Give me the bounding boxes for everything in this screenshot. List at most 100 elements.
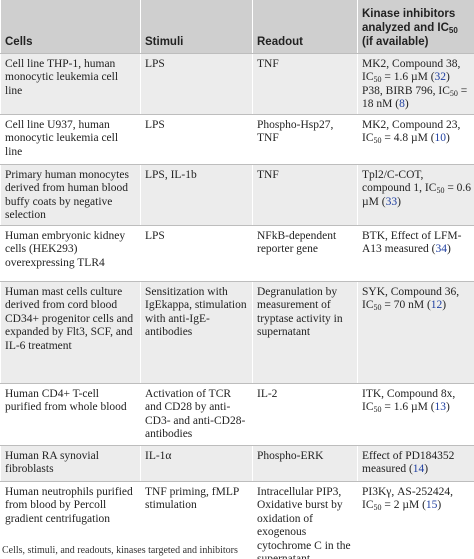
- table-row: Human mast cells culture derived from co…: [0, 281, 474, 384]
- table-cell: Intracellular PIP3, Oxidative burst by o…: [252, 481, 358, 559]
- text: Human RA synovial fibroblasts: [5, 449, 99, 476]
- text: Activation of TCR and CD28 by anti-CD3- …: [145, 387, 246, 441]
- table-cell: ITK, Compound 8x, IC50 = 1.6 µM (13): [357, 383, 474, 446]
- text: Tpl2/C-COT, compound 1, IC: [362, 168, 437, 195]
- text: Effect of PD184352 measured (: [362, 449, 455, 476]
- table-cell: Sensitization with IgEkappa, stimulation…: [140, 281, 253, 384]
- text: = 0.6 µM (: [362, 182, 472, 208]
- text: IL-1α: [145, 449, 172, 462]
- header-cell: Kinase inhibitors analyzed and IC50 (if …: [357, 0, 474, 54]
- text: = 4.8 µM (: [381, 132, 435, 144]
- subscript: 50: [449, 88, 458, 98]
- inhibitor-entry: SYK, Compound 36, IC50 = 70 nM (12): [362, 286, 472, 313]
- table-row: Primary human monocytes derived from hum…: [0, 164, 474, 226]
- table-cell: LPS: [140, 114, 253, 165]
- table-cell: IL-1α: [140, 445, 253, 482]
- table-cell: Human neutrophils purified from blood by…: [0, 481, 141, 559]
- subscript: 50: [373, 75, 382, 84]
- table-cell: Human RA synovial fibroblasts: [0, 445, 141, 482]
- text: Cell line THP-1, human monocytic leukemi…: [5, 57, 119, 97]
- table-cell: PI3Kγ, AS-252424, IC50 = 2 µM (15): [357, 481, 474, 559]
- inhibitor-entry: Tpl2/C-COT, compound 1, IC50 = 0.6 µM (3…: [362, 169, 472, 210]
- table-cell: MK2, Compound 38, IC50 = 1.6 µM (32) P38,…: [357, 53, 474, 115]
- table-cell: LPS: [140, 225, 253, 282]
- text: LPS: [145, 57, 165, 70]
- text: Human CD4+ T-cell purified from whole bl…: [5, 387, 127, 414]
- reference: 34: [435, 243, 447, 255]
- table-cell: Tpl2/C-COT, compound 1, IC50 = 0.6 µM (3…: [357, 164, 474, 226]
- text: Cell line U937, human monocytic leukemia…: [5, 118, 119, 158]
- reference: 33: [385, 195, 398, 208]
- inhibitor-entry: BTK, Effect of LFM-A13 measured (34): [362, 230, 472, 257]
- table-cell: Phospho-ERK: [252, 445, 358, 482]
- text: Intracellular PIP3, Oxidative burst by o…: [257, 485, 351, 559]
- reference: 12: [430, 299, 443, 311]
- text: ): [437, 499, 442, 511]
- text: Human embryonic kidney cells (HEK293) ov…: [5, 229, 126, 269]
- inhibitor-entry: ITK, Compound 8x, IC50 = 1.6 µM (13): [362, 388, 472, 415]
- header-cell: Cells: [0, 0, 141, 54]
- text: TNF: [257, 168, 279, 181]
- table-row: Human RA synovial fibroblasts IL-1α Phosph…: [0, 445, 474, 482]
- header-row: Cells Stimuli Readout Kinase inhibitors ana…: [0, 0, 474, 54]
- table-row: Human neutrophils purified from blood by…: [0, 481, 474, 559]
- subscript: 50: [436, 186, 445, 195]
- table-cell: NFkB-dependent reporter gene: [252, 225, 358, 282]
- table-cell: Cell line U937, human monocytic leukemia…: [0, 114, 141, 165]
- text: Primary human monocytes derived from hum…: [5, 168, 129, 222]
- text: = 70 nM (: [381, 299, 431, 311]
- text: LPS: [145, 229, 165, 242]
- text: Kinase inhibitors analyzed and IC: [362, 7, 456, 34]
- subscript: 50: [373, 503, 382, 512]
- text: MK2, Compound 38, IC: [362, 57, 461, 84]
- text: = 1.6 µM (: [381, 71, 435, 83]
- text: Phospho-Hsp27, TNF: [257, 118, 334, 145]
- reference: 10: [434, 132, 447, 144]
- subscript: 50: [373, 405, 382, 414]
- table-cell: Effect of PD184352 measured (14): [357, 445, 474, 482]
- text: IL-2: [257, 387, 278, 400]
- reference: 13: [434, 401, 447, 413]
- text: ): [397, 195, 401, 208]
- text: ITK, Compound 8x, IC: [362, 387, 456, 414]
- text: Human neutrophils purified from blood by…: [5, 485, 133, 525]
- header-cell: Readout: [252, 0, 358, 54]
- table-cell: LPS, IL-1b: [140, 164, 253, 226]
- text: LPS: [145, 118, 165, 131]
- text: = 1.6 µM (: [381, 401, 435, 413]
- table-cell: IL-2: [252, 383, 358, 446]
- table-cell: SYK, Compound 36, IC50 = 70 nM (12): [357, 281, 474, 384]
- table-cell: Human mast cells culture derived from co…: [0, 281, 141, 384]
- table-cell: Activation of TCR and CD28 by anti-CD3- …: [140, 383, 253, 446]
- table-cell: Phospho-Hsp27, TNF: [252, 114, 358, 165]
- text: SYK, Compound 36, IC: [362, 285, 460, 312]
- text: ): [442, 299, 447, 311]
- table-cell: MK2, Compound 23, IC50 = 4.8 µM (10): [357, 114, 474, 165]
- text: ): [446, 132, 450, 144]
- inhibitor-entry: PI3Kγ, AS-252424, IC50 = 2 µM (15): [362, 486, 472, 513]
- table-row: Cell line THP-1, human monocytic leukemi…: [0, 53, 474, 115]
- table-cell: BTK, Effect of LFM-A13 measured (34): [357, 225, 474, 282]
- text: BTK, Effect of LFM-A13 measured (: [362, 229, 462, 256]
- inhibitor-entry: P38, BIRB 796, IC50 = 18 nM (8): [362, 85, 472, 112]
- text: TNF priming, fMLP stimulation: [145, 485, 239, 512]
- table-cell: Human CD4+ T-cell purified from whole bl…: [0, 383, 141, 446]
- subscript: 50: [448, 25, 458, 35]
- text: ): [446, 401, 450, 413]
- table-cell: Primary human monocytes derived from hum…: [0, 164, 141, 226]
- text: MK2, Compound 23, IC: [362, 118, 461, 145]
- text: Readout: [257, 35, 303, 48]
- reference: 8: [399, 98, 405, 110]
- subscript: 50: [373, 136, 382, 145]
- table-cell: Cell line THP-1, human monocytic leukemi…: [0, 53, 141, 115]
- text: = 2 µM (: [381, 499, 426, 511]
- table-row: Cell line U937, human monocytic leukemia…: [0, 114, 474, 165]
- text: NFkB-dependent reporter gene: [257, 229, 337, 256]
- table-cell: Human embryonic kidney cells (HEK293) ov…: [0, 225, 141, 282]
- text: ): [404, 98, 409, 110]
- reference: 32: [434, 71, 447, 83]
- text: Cells: [5, 35, 33, 48]
- table-cell: TNF: [252, 164, 358, 226]
